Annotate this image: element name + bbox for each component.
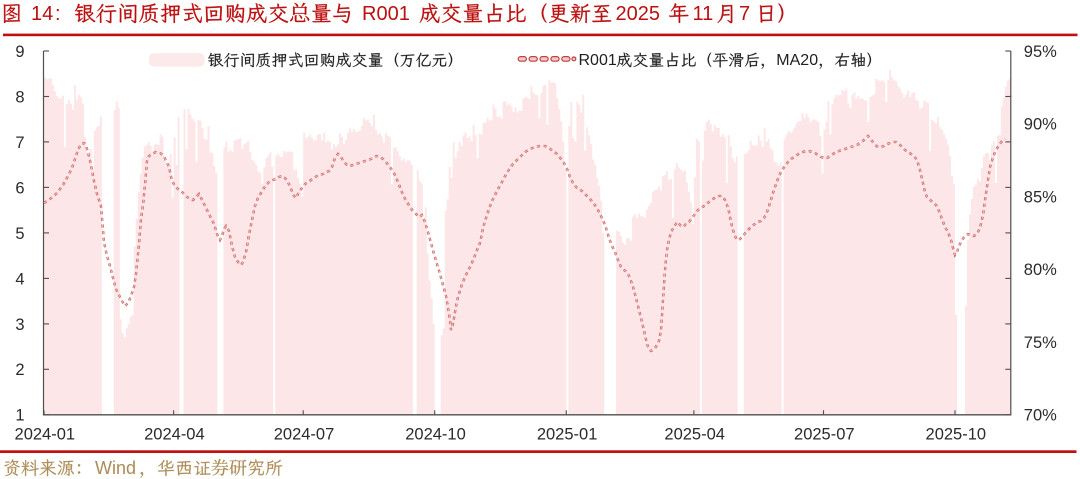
svg-text:85%: 85%: [1024, 188, 1057, 206]
svg-text:9: 9: [15, 43, 24, 61]
svg-text:2025-01: 2025-01: [537, 425, 598, 443]
svg-text:3: 3: [15, 316, 24, 334]
svg-text:90%: 90%: [1024, 116, 1057, 134]
svg-text:2025-07: 2025-07: [794, 425, 855, 443]
svg-text:80%: 80%: [1024, 261, 1057, 279]
svg-text:11: 11: [693, 3, 714, 25]
svg-text:Wind: Wind: [95, 458, 136, 478]
svg-text:70%: 70%: [1024, 407, 1057, 425]
svg-text:1: 1: [15, 407, 24, 425]
svg-text:2025: 2025: [616, 3, 661, 25]
svg-text:2: 2: [15, 361, 24, 379]
svg-text::: :: [55, 3, 61, 25]
svg-text:7: 7: [739, 3, 750, 25]
svg-text:14: 14: [31, 3, 53, 25]
svg-text:2024-07: 2024-07: [274, 425, 335, 443]
svg-text:6: 6: [15, 179, 24, 197]
svg-text:75%: 75%: [1024, 334, 1057, 352]
svg-text:R001: R001: [579, 52, 617, 69]
svg-text:4: 4: [15, 270, 24, 288]
svg-text:2024-10: 2024-10: [405, 425, 466, 443]
svg-text:95%: 95%: [1024, 43, 1057, 61]
svg-text:8: 8: [15, 88, 24, 106]
svg-text:2024-01: 2024-01: [15, 425, 76, 443]
svg-text:R001: R001: [362, 3, 410, 25]
svg-text:2025-10: 2025-10: [926, 425, 987, 443]
svg-text:2024-04: 2024-04: [144, 425, 205, 443]
svg-text:2025-04: 2025-04: [664, 425, 725, 443]
svg-text:MA20: MA20: [776, 52, 818, 69]
svg-text:7: 7: [15, 134, 24, 152]
svg-text:5: 5: [15, 225, 24, 243]
